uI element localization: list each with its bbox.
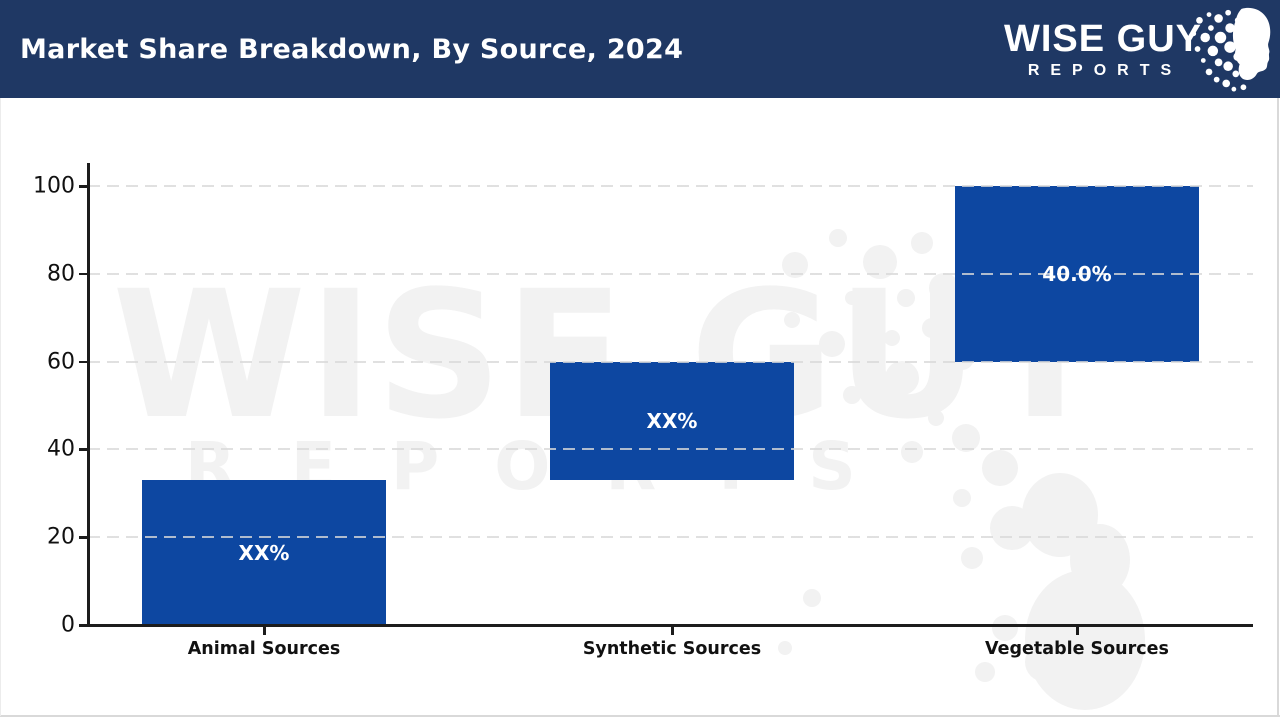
brand-subname: REPORTS [1027,61,1183,79]
chart-area: WISE GUY REPORTS XX% XX% 40.0% 0 20 40 60 80 10… [0,98,1280,716]
head-profile-logo-icon [1191,7,1271,92]
x-tick-label-animal-sources: Animal Sources [187,639,341,659]
y-tick-80 [79,272,87,276]
y-tick-label-60: 60 [47,349,75,375]
frame-bottom-line [0,715,1280,717]
gridline-100 [88,185,1253,187]
x-tick-vegetable-sources [1076,626,1079,635]
y-tick-label-0: 0 [61,612,75,638]
brand-logo: WISE GUY REPORTS [1004,3,1274,95]
bar-value-label-synthetic-sources: XX% [646,408,698,433]
gridline-80 [88,272,1253,275]
y-tick-label-100: 100 [33,173,75,199]
y-tick-label-80: 80 [47,261,75,287]
x-tick-synthetic-sources [671,626,674,635]
gridlines-layer [0,98,1280,720]
frame-right-line [1277,98,1279,716]
bar-animal-sources [142,480,386,625]
y-tick-60 [79,360,87,364]
gridline-20 [88,536,1253,539]
y-tick-label-20: 20 [47,524,75,550]
y-tick-label-40: 40 [47,436,75,462]
x-tick-animal-sources [263,626,266,635]
gridline-40 [88,448,1253,451]
y-axis-line [87,163,90,627]
x-tick-label-vegetable-sources: Vegetable Sources [985,639,1169,659]
header-bar: Market Share Breakdown, By Source, 2024 … [0,0,1280,98]
bar-synthetic-sources [550,361,794,481]
x-tick-label-synthetic-sources: Synthetic Sources [582,639,762,659]
gridline-60 [88,360,1253,363]
brand-name: WISE GUY [1003,17,1202,60]
page-title: Market Share Breakdown, By Source, 2024 [20,33,684,65]
y-tick-0 [79,624,87,627]
y-tick-100 [79,185,87,188]
y-tick-40 [79,448,87,451]
bar-labels-layer: XX% XX% 40.0% [0,98,1280,720]
bar-value-label-animal-sources: XX% [238,540,290,565]
y-tick-20 [79,536,87,539]
frame-left-line [0,98,1,716]
bar-value-label-vegetable-sources: 40.0% [1042,261,1112,286]
brand-logo-text: WISE GUY REPORTS [1004,20,1202,79]
x-axis-line [87,624,1253,627]
